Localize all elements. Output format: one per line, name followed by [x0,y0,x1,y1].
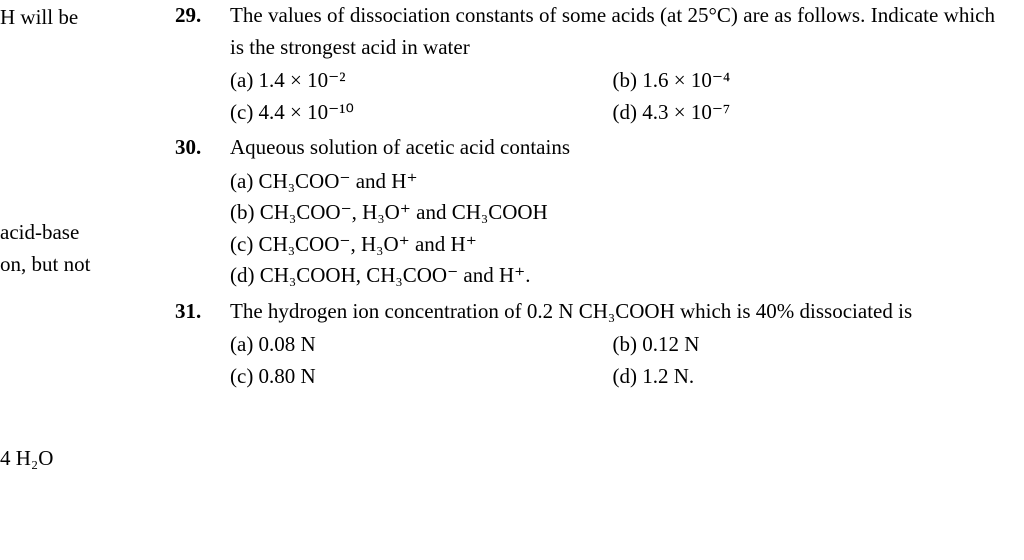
fragment-text-4: 4 H₂O [0,443,130,475]
option-row: (d) CH₃COOH, CH₃COO⁻ and H⁺. [230,260,995,292]
question-body: Aqueous solution of acetic acid contains… [230,132,995,292]
option-a: (a) 0.08 N [230,329,613,361]
option-d: (d) 4.3 × 10⁻⁷ [613,97,996,129]
question-text: The hydrogen ion concentration of 0.2 N … [230,296,995,328]
option-c: (c) CH₃COO⁻, H₃O⁺ and H⁺ [230,229,995,261]
option-row: (c) 4.4 × 10⁻¹⁰ (d) 4.3 × 10⁻⁷ [230,97,995,129]
option-b: (b) 1.6 × 10⁻⁴ [613,65,996,97]
option-a: (a) CH₃COO⁻ and H⁺ [230,166,995,198]
option-row: (a) CH₃COO⁻ and H⁺ [230,166,995,198]
question-30: 30. Aqueous solution of acetic acid cont… [175,132,995,292]
question-number: 30. [175,132,230,292]
question-body: The hydrogen ion concentration of 0.2 N … [230,296,995,393]
fragment-text-2: acid-base [0,217,130,249]
option-a: (a) 1.4 × 10⁻² [230,65,613,97]
option-b: (b) 0.12 N [613,329,996,361]
option-d: (d) 1.2 N. [613,361,996,393]
question-31: 31. The hydrogen ion concentration of 0.… [175,296,995,393]
question-text: The values of dissociation constants of … [230,0,995,63]
option-b: (b) CH₃COO⁻, H₃O⁺ and CH₃COOH [230,197,995,229]
question-number: 29. [175,0,230,128]
fragment-text-1: H will be [0,2,130,34]
option-c: (c) 4.4 × 10⁻¹⁰ [230,97,613,129]
option-row: (a) 1.4 × 10⁻² (b) 1.6 × 10⁻⁴ [230,65,995,97]
question-body: The values of dissociation constants of … [230,0,995,128]
question-column: 29. The values of dissociation constants… [175,0,995,396]
question-29: 29. The values of dissociation constants… [175,0,995,128]
option-row: (b) CH₃COO⁻, H₃O⁺ and CH₃COOH [230,197,995,229]
option-row: (c) 0.80 N (d) 1.2 N. [230,361,995,393]
question-number: 31. [175,296,230,393]
option-row: (a) 0.08 N (b) 0.12 N [230,329,995,361]
question-text: Aqueous solution of acetic acid contains [230,132,995,164]
option-row: (c) CH₃COO⁻, H₃O⁺ and H⁺ [230,229,995,261]
fragment-text-3: on, but not [0,249,130,281]
option-d: (d) CH₃COOH, CH₃COO⁻ and H⁺. [230,260,995,292]
option-c: (c) 0.80 N [230,361,613,393]
